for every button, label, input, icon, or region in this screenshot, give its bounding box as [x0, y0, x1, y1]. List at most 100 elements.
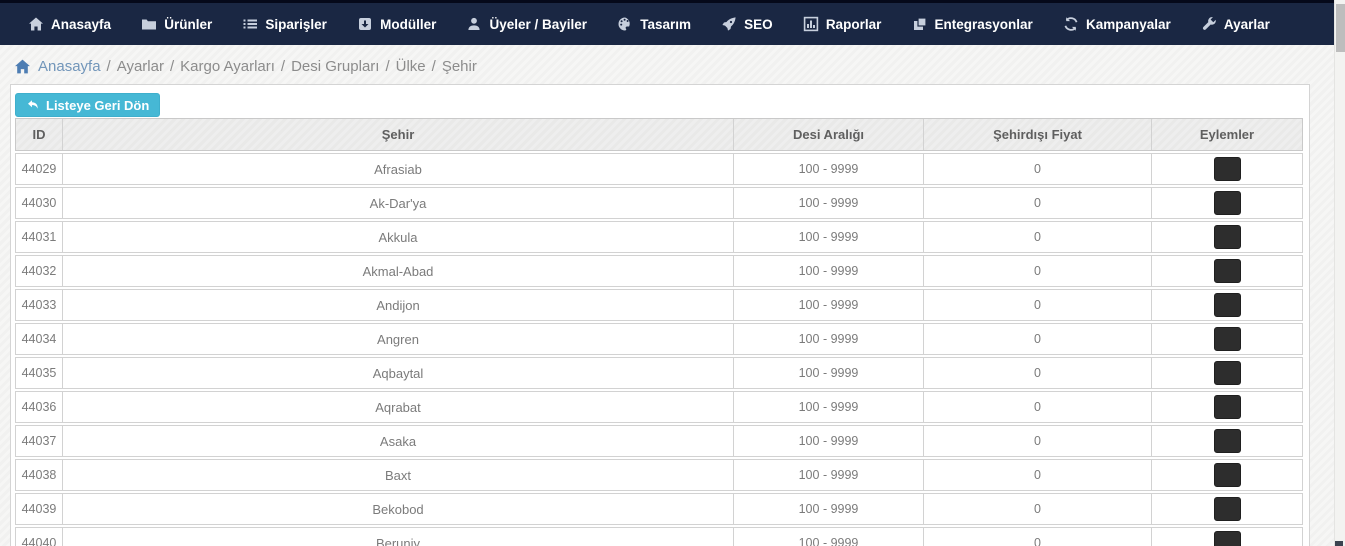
edit-button[interactable] [1213, 191, 1241, 215]
pencil-icon [1220, 366, 1235, 381]
table-row: 44032 Akmal-Abad 100 - 9999 0 [15, 255, 1303, 287]
back-to-list-button[interactable]: Listeye Geri Dön [15, 93, 161, 117]
header-desi-range: Desi Aralığı [734, 119, 924, 150]
breadcrumb-item[interactable]: Şehir [441, 58, 477, 75]
palette-icon [617, 16, 633, 32]
nav-item-label: SEO [744, 16, 773, 32]
nav-item-sipari-ler[interactable]: Siparişler [242, 16, 327, 32]
nav-item-label: Tasarım [640, 16, 691, 32]
copy-icon [912, 16, 928, 32]
nav-item-anasayfa[interactable]: Anasayfa [28, 16, 111, 32]
nav-item-mod-ller[interactable]: Modüller [357, 16, 436, 32]
cell-actions [1152, 528, 1302, 546]
undo-arrow-icon [26, 98, 40, 112]
nav-item-label: Ayarlar [1223, 16, 1270, 32]
breadcrumb-separator: / [106, 58, 111, 75]
breadcrumb-home-link[interactable]: Anasayfa [38, 58, 101, 75]
edit-button[interactable] [1213, 531, 1241, 546]
pencil-icon [1220, 162, 1235, 177]
edit-button[interactable] [1213, 293, 1241, 317]
table-row: 44029 Afrasiab 100 - 9999 0 [15, 153, 1303, 185]
cell-out-of-city-price: 0 [924, 426, 1152, 456]
breadcrumb-item[interactable]: Desi Grupları [291, 58, 380, 75]
cell-desi-range: 100 - 9999 [734, 460, 924, 490]
nav-item--yeler-bayiler[interactable]: Üyeler / Bayiler [466, 16, 587, 32]
cell-actions [1152, 324, 1302, 354]
cell-id: 44036 [16, 392, 63, 422]
vertical-scrollbar[interactable] [1334, 0, 1345, 546]
cell-desi-range: 100 - 9999 [734, 256, 924, 286]
list-icon [242, 16, 258, 32]
pencil-icon [1220, 536, 1235, 546]
table-header-row: ID Şehir Desi Aralığı Şehirdışı Fiyat Ey… [15, 118, 1303, 151]
nav-item-seo[interactable]: SEO [721, 16, 773, 32]
cell-id: 44037 [16, 426, 63, 456]
cell-desi-range: 100 - 9999 [734, 188, 924, 218]
cell-id: 44040 [16, 528, 63, 546]
nav-item--r-nler[interactable]: Ürünler [141, 16, 212, 32]
nav-item-label: Entegrasyonlar [934, 16, 1033, 32]
bar-chart-icon [803, 16, 819, 32]
edit-button[interactable] [1213, 497, 1241, 521]
breadcrumb-trail: / Ayarlar / Kargo Ayarları / Desi Grupla… [107, 58, 477, 75]
cell-id: 44034 [16, 324, 63, 354]
edit-button[interactable] [1213, 327, 1241, 351]
cell-actions [1152, 460, 1302, 490]
folder-icon [141, 16, 157, 32]
cell-out-of-city-price: 0 [924, 188, 1152, 218]
user-icon [466, 16, 482, 32]
module-box-icon [357, 16, 373, 32]
table-row: 44038 Baxt 100 - 9999 0 [15, 459, 1303, 491]
breadcrumb-item[interactable]: Kargo Ayarları [180, 58, 275, 75]
cell-id: 44031 [16, 222, 63, 252]
edit-button[interactable] [1213, 157, 1241, 181]
edit-button[interactable] [1213, 463, 1241, 487]
breadcrumb-item[interactable]: Ayarlar [116, 58, 164, 75]
breadcrumb: Anasayfa / Ayarlar / Kargo Ayarları / De… [14, 58, 1345, 75]
cell-id: 44029 [16, 154, 63, 184]
nav-item-label: Modüller [380, 16, 437, 32]
nav-item-kampanyalar[interactable]: Kampanyalar [1063, 16, 1171, 32]
cell-actions [1152, 222, 1302, 252]
table-row: 44036 Aqrabat 100 - 9999 0 [15, 391, 1303, 423]
cell-out-of-city-price: 0 [924, 290, 1152, 320]
cell-id: 44033 [16, 290, 63, 320]
cell-city: Baxt [63, 460, 734, 490]
nav-item-entegrasyonlar[interactable]: Entegrasyonlar [912, 16, 1033, 32]
back-to-list-label: Listeye Geri Dön [46, 97, 150, 113]
cell-out-of-city-price: 0 [924, 460, 1152, 490]
edit-button[interactable] [1213, 395, 1241, 419]
cell-actions [1152, 154, 1302, 184]
cell-out-of-city-price: 0 [924, 154, 1152, 184]
cell-out-of-city-price: 0 [924, 222, 1152, 252]
nav-item-label: Siparişler [265, 16, 327, 32]
wrench-icon [1201, 16, 1217, 32]
nav-item-raporlar[interactable]: Raporlar [803, 16, 881, 32]
cell-desi-range: 100 - 9999 [734, 494, 924, 524]
cell-actions [1152, 290, 1302, 320]
cell-id: 44032 [16, 256, 63, 286]
table-row: 44034 Angren 100 - 9999 0 [15, 323, 1303, 355]
cell-id: 44030 [16, 188, 63, 218]
table-row: 44037 Asaka 100 - 9999 0 [15, 425, 1303, 457]
edit-button[interactable] [1213, 429, 1241, 453]
edit-button[interactable] [1213, 259, 1241, 283]
cell-desi-range: 100 - 9999 [734, 290, 924, 320]
breadcrumb-item[interactable]: Ülke [395, 58, 426, 75]
pencil-icon [1220, 434, 1235, 449]
pencil-icon [1220, 400, 1235, 415]
pencil-icon [1220, 468, 1235, 483]
pencil-icon [1220, 298, 1235, 313]
cell-city: Beruniy [63, 528, 734, 546]
home-icon [28, 16, 44, 32]
cell-desi-range: 100 - 9999 [734, 222, 924, 252]
cell-desi-range: 100 - 9999 [734, 358, 924, 388]
cell-desi-range: 100 - 9999 [734, 154, 924, 184]
edit-button[interactable] [1213, 225, 1241, 249]
edit-button[interactable] [1213, 361, 1241, 385]
scrollbar-thumb[interactable] [1336, 4, 1345, 52]
nav-item-ayarlar[interactable]: Ayarlar [1201, 16, 1270, 32]
nav-item-tasar-m[interactable]: Tasarım [617, 16, 691, 32]
cell-city: Aqbaytal [63, 358, 734, 388]
cell-out-of-city-price: 0 [924, 528, 1152, 546]
